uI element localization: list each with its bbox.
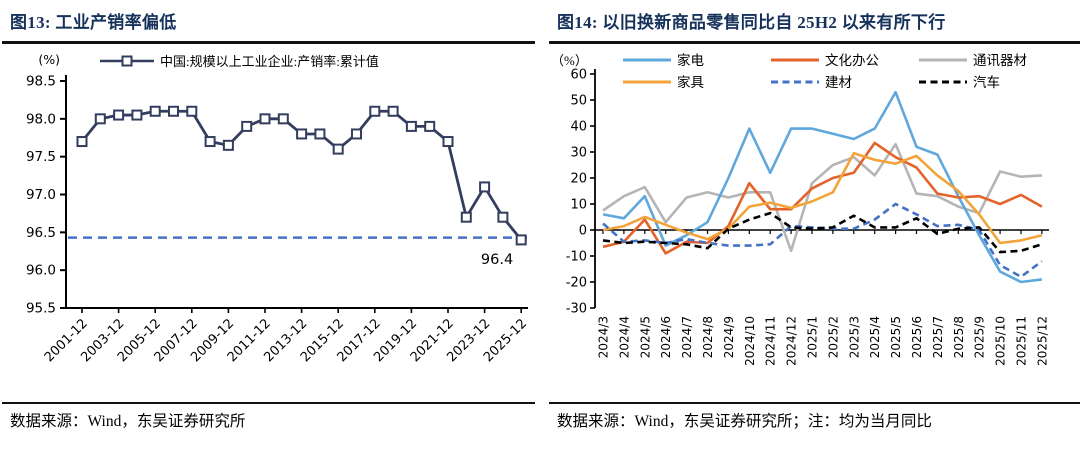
figure-14-title: 图14: 以旧换新商品零售同比自 25H2 以来有所下行: [557, 13, 946, 32]
svg-text:2024/3: 2024/3: [597, 316, 611, 358]
svg-text:2025/2: 2025/2: [826, 316, 840, 358]
svg-text:10: 10: [570, 198, 587, 213]
svg-text:2025/8: 2025/8: [952, 316, 966, 358]
figure-13-header: 图13: 工业产销率偏低: [2, 6, 535, 44]
svg-text:2024/5: 2024/5: [638, 316, 652, 358]
svg-text:50: 50: [570, 94, 587, 109]
series-line-1: [602, 90, 1043, 284]
chart-14-plot: 60 50 40 30 20 10 0 -10 -20 -30 （%） 2024/3 2024/4 202…: [551, 53, 1049, 366]
figure-14-body: 60 50 40 30 20 10 0 -10 -20 -30 （%） 2024/3 2024/4 202…: [549, 44, 1080, 402]
svg-text:2025/6: 2025/6: [910, 316, 924, 358]
svg-text:2025/9: 2025/9: [973, 316, 987, 358]
svg-text:0: 0: [579, 224, 587, 239]
svg-text:2025/1: 2025/1: [806, 316, 820, 358]
svg-text:2024/10: 2024/10: [743, 316, 757, 366]
figure-13-body: 98.5 98.0 97.5 97.0 96.5 96.0 95.5 (%) 2001-12 20…: [2, 44, 535, 402]
figure-13-source: 数据来源：Wind，东吴证券研究所: [2, 402, 535, 433]
y-axis-unit-label: (%): [38, 52, 60, 67]
legend-label: 建材: [825, 75, 852, 90]
series-line-5: [602, 202, 1043, 279]
svg-text:2025/10: 2025/10: [994, 316, 1008, 366]
trade-in-retail-line-chart: 60 50 40 30 20 10 0 -10 -20 -30 （%） 2024/3 2024/4 202…: [551, 52, 1049, 366]
value-annotation: 96.4: [481, 252, 513, 268]
svg-text:2024/9: 2024/9: [722, 316, 736, 358]
svg-text:2024/7: 2024/7: [680, 316, 694, 358]
svg-text:2024/6: 2024/6: [659, 316, 673, 358]
series-line-2: [602, 141, 1043, 255]
svg-text:20: 20: [570, 172, 587, 187]
series-line-4: [602, 152, 1043, 245]
sales-ratio-line-chart: 98.598.097.597.096.596.095.5(%)2001-1220…: [26, 52, 530, 365]
chart-13-legend: 中国:规模以上工业企业:产销率:累计值: [100, 54, 379, 69]
svg-text:97.0: 97.0: [26, 187, 56, 203]
figure-13-title: 图13: 工业产销率偏低: [10, 13, 177, 32]
svg-text:2025/4: 2025/4: [868, 316, 882, 358]
svg-text:98.5: 98.5: [26, 74, 56, 90]
y-axis-unit-label: （%）: [551, 53, 588, 68]
svg-text:98.0: 98.0: [26, 111, 56, 127]
svg-text:-10: -10: [566, 250, 587, 265]
legend-label: 通讯器材: [973, 53, 1027, 68]
svg-text:30: 30: [570, 146, 587, 161]
series-line-6: [602, 211, 1043, 254]
svg-text:-30: -30: [566, 302, 587, 317]
svg-text:2024/8: 2024/8: [701, 316, 715, 358]
legend-label: 家电: [677, 52, 704, 68]
legend-label: 汽车: [973, 74, 1000, 90]
figure-panel-13: 图13: 工业产销率偏低 98.5 98.0 97.5 97.0 96.5 96.0 95.…: [2, 6, 535, 461]
svg-text:60: 60: [570, 68, 587, 83]
svg-text:96.5: 96.5: [26, 225, 56, 241]
figure-14-source: 数据来源：Wind，东吴证券研究所；注：均为当月同比: [549, 402, 1080, 433]
svg-text:2024/4: 2024/4: [617, 316, 631, 358]
figure-14-header: 图14: 以旧换新商品零售同比自 25H2 以来有所下行: [549, 6, 1080, 44]
series-line-3: [602, 142, 1042, 253]
svg-text:95.5: 95.5: [26, 301, 56, 317]
svg-text:2024/12: 2024/12: [785, 316, 799, 366]
svg-text:40: 40: [570, 120, 587, 135]
legend-label: 文化办公: [825, 53, 879, 68]
svg-text:2025/11: 2025/11: [1015, 316, 1029, 366]
svg-text:2025/5: 2025/5: [889, 316, 903, 358]
legend-label: 中国:规模以上工业企业:产销率:累计值: [160, 54, 379, 69]
svg-text:97.5: 97.5: [26, 149, 56, 165]
svg-text:2024/11: 2024/11: [764, 316, 778, 366]
svg-text:2025/3: 2025/3: [847, 316, 861, 358]
svg-text:2025/12: 2025/12: [1035, 316, 1049, 366]
svg-text:2025/7: 2025/7: [931, 316, 945, 358]
chart-13-plot: 98.598.097.597.096.596.095.5(%)2001-1220…: [26, 52, 530, 365]
legend-label: 家具: [677, 74, 704, 90]
svg-text:-20: -20: [566, 276, 587, 291]
figure-panel-14: 图14: 以旧换新商品零售同比自 25H2 以来有所下行 60 50 40 30 20 1…: [549, 6, 1080, 461]
svg-text:96.0: 96.0: [26, 263, 56, 279]
